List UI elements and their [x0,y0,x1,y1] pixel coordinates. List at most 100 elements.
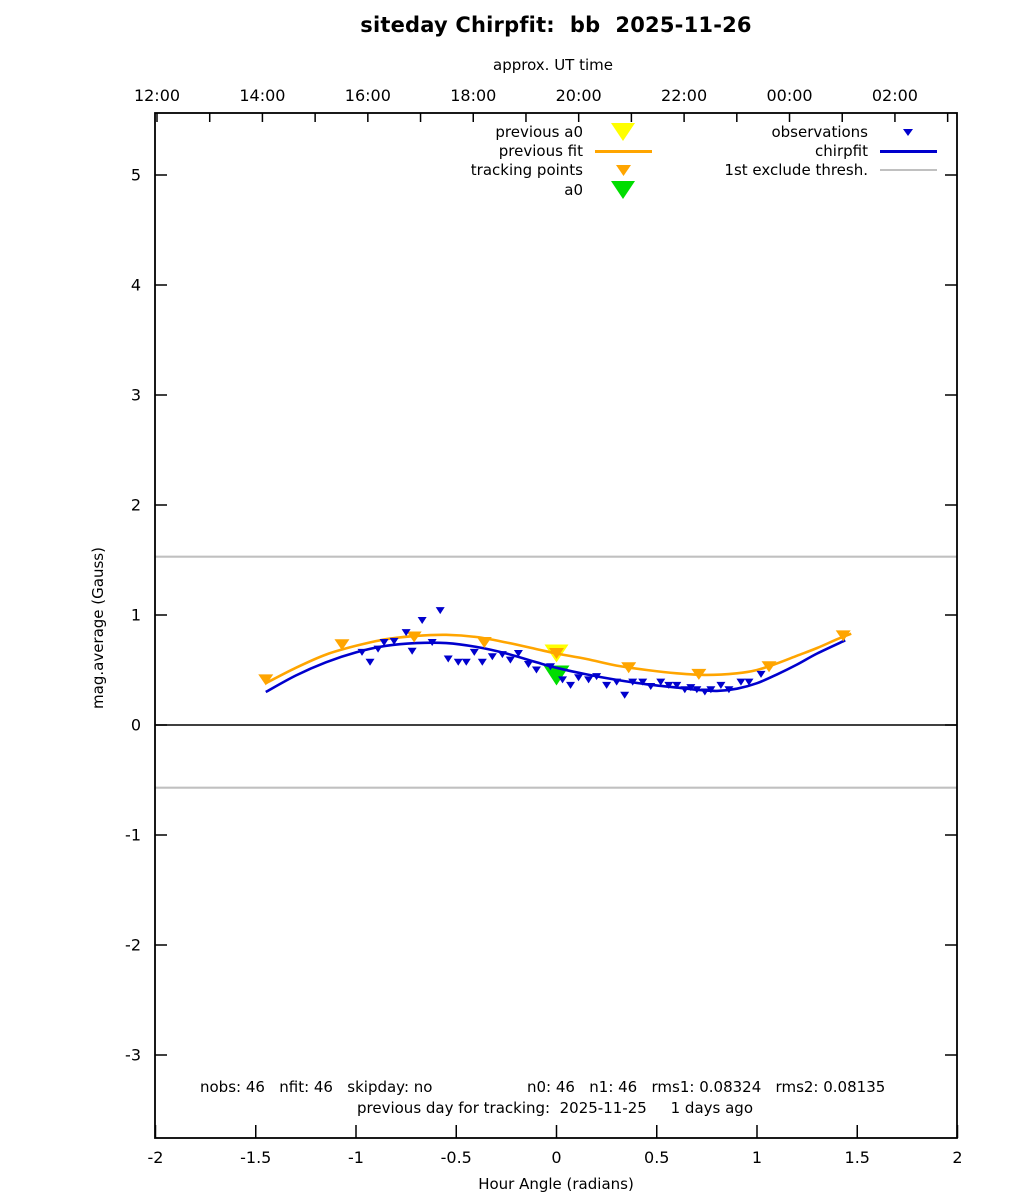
y-tick-label: -1 [125,826,141,845]
stats-line2: previous day for tracking: 2025-11-25 1 … [357,1099,753,1117]
observations-point [523,661,533,668]
legend-item-observations: observations [608,122,948,142]
top-time-tick-label: 22:00 [661,86,707,105]
observations-point [477,658,487,666]
observations-point [379,639,389,646]
observations-point [407,647,417,655]
observations-point [558,676,568,684]
observations-point [417,617,427,624]
observations-point [453,658,463,666]
observations-point [612,678,622,686]
exclude-thresh-line-icon [868,169,948,171]
top-time-tick-label: 16:00 [345,86,391,105]
y-tick-label: 1 [131,606,141,625]
tracking-points-point [835,630,851,642]
x-tick-label: 1 [752,1148,762,1167]
legend-line-sample [879,169,937,171]
observations-point [756,670,766,678]
legend-label-observations: observations [771,123,868,141]
tracking-points-point [621,662,637,674]
legend-label-tracking-points: tracking points [470,161,583,179]
legend-label-previous-a0: previous a0 [495,123,583,141]
legend-item-exclude-thresh: 1st exclude thresh. [608,160,948,180]
x-tick-label: -1.5 [240,1148,271,1167]
observations-point [505,656,515,664]
top-time-tick-label: 18:00 [450,86,496,105]
previous-fit-curve [265,632,852,685]
x-axis-title: Hour Angle (radians) [478,1175,634,1193]
observations-point [628,678,638,686]
plot-border [154,112,958,1139]
legend-triangle-sample [615,164,631,176]
observations-point [574,674,584,682]
tracking-points-point [334,639,350,651]
observations-point [664,681,674,689]
observations-point [513,650,523,657]
a0-marker-icon [583,180,663,200]
tracking-points-marker-icon [583,164,663,177]
observations-point [656,678,666,686]
tracking-points-point [761,661,777,673]
tracking-points-point [258,674,274,686]
y-tick-label: 0 [131,716,141,735]
observations-point [443,655,453,663]
legend-item-tracking-points: tracking points [323,160,663,180]
y-tick-label: 2 [131,496,141,515]
x-tick-label: 1.5 [845,1148,870,1167]
observations-point [401,629,411,637]
chirpfit-line-icon [868,149,948,153]
legend-item-previous-fit: previous fit [323,141,663,161]
legend-label-a0: a0 [564,181,583,199]
observations-point [602,681,612,689]
tracking-points-point [549,648,564,659]
top-time-tick-label: 12:00 [134,86,180,105]
x-tick-label: -1 [348,1148,364,1167]
observations-point [686,684,696,692]
legend-label-previous-fit: previous fit [498,142,583,160]
legend-item-chirpfit: chirpfit [608,141,948,161]
top-time-tick-label: 14:00 [239,86,285,105]
observations-point [389,637,399,645]
legend-triangle-sample [611,123,635,141]
observations-point [646,683,656,690]
observations-point [692,686,702,694]
observations-point [744,678,754,686]
observations-point [706,686,716,694]
observations-point [373,645,383,653]
previous-fit-line-icon [583,149,663,153]
observations-point [672,681,682,689]
y-tick-label: 3 [131,386,141,405]
observations-point [435,607,445,615]
page-title: siteday Chirpfit: bb 2025-11-26 [360,13,752,37]
tracking-points-point [691,668,707,680]
legend-triangle-sample [903,128,913,136]
legend-item-a0: a0 [323,180,663,200]
observations-point [365,658,375,666]
observations-point [736,678,746,686]
observations-point [566,681,576,689]
observations-point [545,663,555,671]
observations-point [427,639,437,646]
top-time-tick-label: 02:00 [872,86,918,105]
observations-point [638,678,648,686]
stats-line1-left: nobs: 46 nfit: 46 skipday: no [200,1078,433,1096]
observations-point [716,681,726,689]
x-tick-label: -0.5 [441,1148,472,1167]
observations-point [357,648,367,656]
observations-point [461,658,471,666]
legend-label-exclude-thresh: 1st exclude thresh. [724,161,868,179]
tracking-points-point [476,637,492,648]
observations-marker-icon [868,128,948,137]
legend-label-chirpfit: chirpfit [815,142,868,160]
legend-triangle-sample [611,181,635,199]
legend-item-previous-a0: previous a0 [323,122,663,142]
top-axis-title: approx. UT time [493,56,613,74]
top-time-tick-label: 00:00 [766,86,812,105]
x-tick-label: 0.5 [644,1148,669,1167]
observations-point [584,676,594,684]
legend-line-sample [594,149,652,153]
legend-line-sample [879,149,937,153]
observations-point [487,653,497,661]
x-tick-label: 2 [952,1148,962,1167]
